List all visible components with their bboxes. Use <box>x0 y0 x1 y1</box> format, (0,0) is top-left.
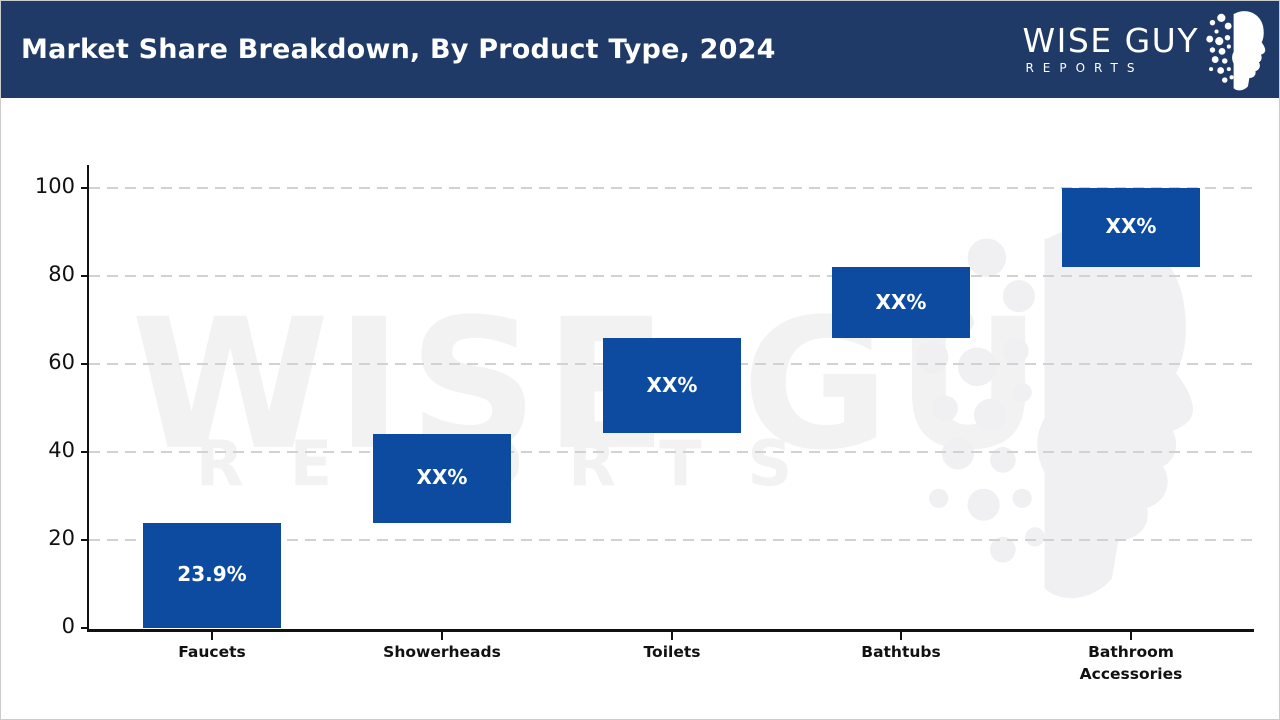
gridline-100 <box>89 187 1254 189</box>
y-tick-label-0: 0 <box>61 614 75 638</box>
y-tick-0 <box>81 627 89 629</box>
x-category-label: Faucets <box>178 643 246 661</box>
y-tick-80 <box>81 275 89 277</box>
y-tick-label-20: 20 <box>48 526 75 550</box>
y-tick-40 <box>81 451 89 453</box>
x-tick-4 <box>1130 632 1132 640</box>
x-axis-line <box>87 629 1254 632</box>
x-tick-0 <box>211 632 213 640</box>
bar-value-label: XX% <box>416 465 468 490</box>
x-tick-3 <box>900 632 902 640</box>
y-tick-60 <box>81 363 89 365</box>
y-tick-label-60: 60 <box>48 350 75 374</box>
bar-toilets: XX% <box>603 338 741 434</box>
bar-showerheads: XX% <box>373 433 511 523</box>
header-bar: Market Share Breakdown, By Product Type,… <box>1 1 1279 98</box>
bar-bathroom-accessories: XX% <box>1062 188 1200 267</box>
y-tick-20 <box>81 539 89 541</box>
x-category-label: Bathtubs <box>861 643 941 661</box>
logo-text: WISE GUY REPORTS <box>1022 24 1199 75</box>
wise-guy-logo: WISE GUY REPORTS <box>1022 9 1267 91</box>
y-tick-label-80: 80 <box>48 262 75 286</box>
x-category-label: Bathroom Accessories <box>1079 643 1183 683</box>
y-tick-label-100: 100 <box>34 174 75 198</box>
logo-subtitle: REPORTS <box>1025 61 1144 75</box>
chart-title: Market Share Breakdown, By Product Type,… <box>21 34 776 65</box>
bar-faucets: 23.9% <box>143 522 281 628</box>
bar-value-label: XX% <box>875 289 927 314</box>
x-tick-2 <box>671 632 673 640</box>
bar-value-label: 23.9% <box>177 562 247 587</box>
x-category-label: Toilets <box>643 643 701 661</box>
face-profile-dots-icon <box>1203 9 1267 91</box>
gridline-20 <box>89 539 1254 541</box>
logo-wordmark: WISE GUY <box>1022 21 1199 60</box>
bar-value-label: XX% <box>1105 214 1157 239</box>
x-category-label: Showerheads <box>383 643 501 661</box>
gridline-40 <box>89 451 1254 453</box>
x-tick-1 <box>441 632 443 640</box>
bar-bathtubs: XX% <box>832 266 970 339</box>
y-tick-label-40: 40 <box>48 438 75 462</box>
bar-value-label: XX% <box>646 372 698 397</box>
y-axis-line <box>87 165 89 632</box>
gridline-80 <box>89 275 1254 277</box>
y-tick-100 <box>81 187 89 189</box>
